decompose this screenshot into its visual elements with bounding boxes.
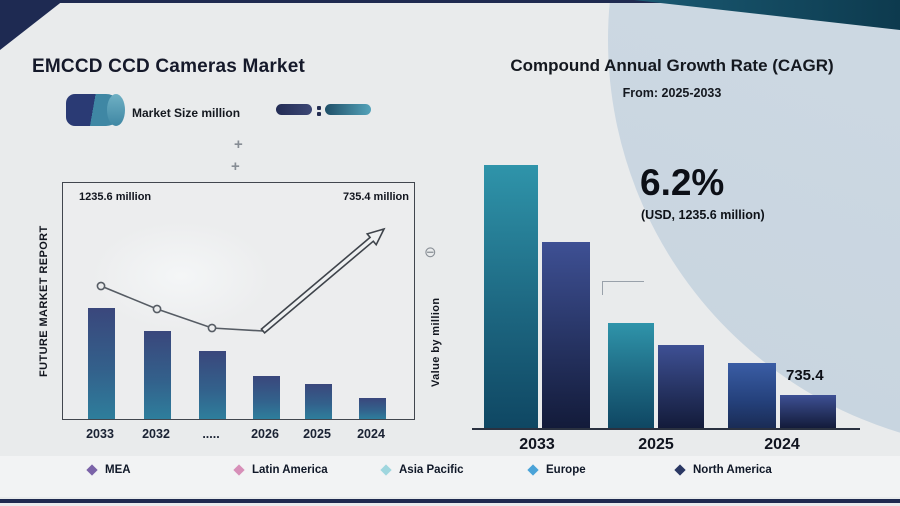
legend-label: Asia Pacific [399, 464, 464, 476]
legend-item-latin-america: Latin America [233, 464, 382, 476]
left-axis-label-6: 2024 [357, 427, 385, 441]
cylinder-cap [107, 94, 125, 126]
colon-dot [317, 106, 321, 110]
left-axis-label-4: 2026 [251, 427, 279, 441]
right-axis-label-2033: 2033 [519, 436, 555, 453]
market-size-legend-label: Market Size million [132, 106, 241, 120]
legend-label: North America [693, 464, 772, 476]
market-size-bar-6 [358, 398, 386, 419]
legend-diamond-icon [380, 464, 392, 476]
left-axis-label-2: 2032 [142, 427, 170, 441]
cagr-bar-2024-1 [728, 363, 776, 428]
legend-strip-background [0, 456, 900, 497]
page-title: EMCCD CCD Cameras Market [32, 56, 305, 77]
scale-pill-navy [276, 104, 312, 115]
market-size-bar-3 [198, 351, 226, 419]
cagr-title: Compound Annual Growth Rate (CAGR) [510, 56, 834, 75]
legend-label: Europe [546, 464, 586, 476]
value-annotation-735: 735.4 [786, 367, 824, 384]
min-value-label: 735.4 million [342, 191, 409, 203]
legend-diamond-icon [233, 464, 245, 476]
plus-decoration-icon: + [234, 136, 243, 153]
colon-dot [317, 112, 321, 116]
market-size-chart: 1235.6 million 735.4 million [62, 182, 415, 420]
cagr-bar-2033-2 [542, 242, 590, 428]
legend-item-north-america: North America [674, 464, 823, 476]
value-axis-label: Value by million [430, 297, 442, 387]
cagr-value: 6.2% [640, 162, 725, 203]
left-axis-label-5: 2025 [303, 427, 331, 441]
minus-circle-icon: ⊖ [424, 244, 437, 261]
right-axis-label-2024: 2024 [764, 436, 800, 453]
market-size-bar-4 [252, 376, 280, 419]
legend-diamond-icon [674, 464, 686, 476]
trend-line [100, 285, 264, 332]
right-axis-label-2025: 2025 [638, 436, 674, 453]
left-axis-label-3: ..... [202, 427, 220, 441]
trend-marker [96, 281, 106, 291]
cagr-note: (USD, 1235.6 million) [641, 208, 765, 222]
future-market-report-label: FUTURE MARKET REPORT [38, 225, 50, 377]
cagr-bar-2025-1 [608, 323, 654, 428]
right-chart-baseline [472, 428, 860, 430]
plus-decoration-icon: + [231, 158, 240, 175]
market-size-bar-2 [143, 331, 171, 419]
cagr-bar-2024-2 [780, 395, 836, 428]
market-size-cylinder-icon [66, 94, 125, 126]
legend-diamond-icon [86, 464, 98, 476]
market-size-bar-1 [87, 308, 115, 419]
trend-arrow-chart [96, 227, 386, 335]
watermark-blob [91, 221, 271, 331]
legend-label: Latin America [252, 464, 328, 476]
trend-marker [152, 304, 162, 314]
trend-marker [207, 323, 217, 333]
cagr-subtitle: From: 2025-2033 [622, 86, 722, 100]
legend-item-europe: Europe [527, 464, 676, 476]
top-border-line [0, 0, 900, 3]
max-value-label: 1235.6 million [79, 191, 152, 203]
left-axis-label-1: 2033 [86, 427, 114, 441]
market-size-bar-5 [304, 384, 332, 419]
cagr-bar-2025-2 [658, 345, 704, 428]
bottom-border-line [0, 499, 900, 503]
legend-diamond-icon [527, 464, 539, 476]
cagr-header: Compound Annual Growth Rate (CAGR) From:… [470, 56, 874, 100]
legend-label: MEA [105, 464, 131, 476]
legend-item-mea: MEA [86, 464, 235, 476]
growth-arrow-icon [260, 227, 386, 335]
cagr-bar-2033-1 [484, 165, 538, 428]
scale-pill-teal [325, 104, 371, 115]
legend-item-asia-pacific: Asia Pacific [380, 464, 529, 476]
region-legend: MEA Latin America Asia Pacific Europe North … [86, 464, 823, 476]
callout-bracket [602, 281, 644, 295]
